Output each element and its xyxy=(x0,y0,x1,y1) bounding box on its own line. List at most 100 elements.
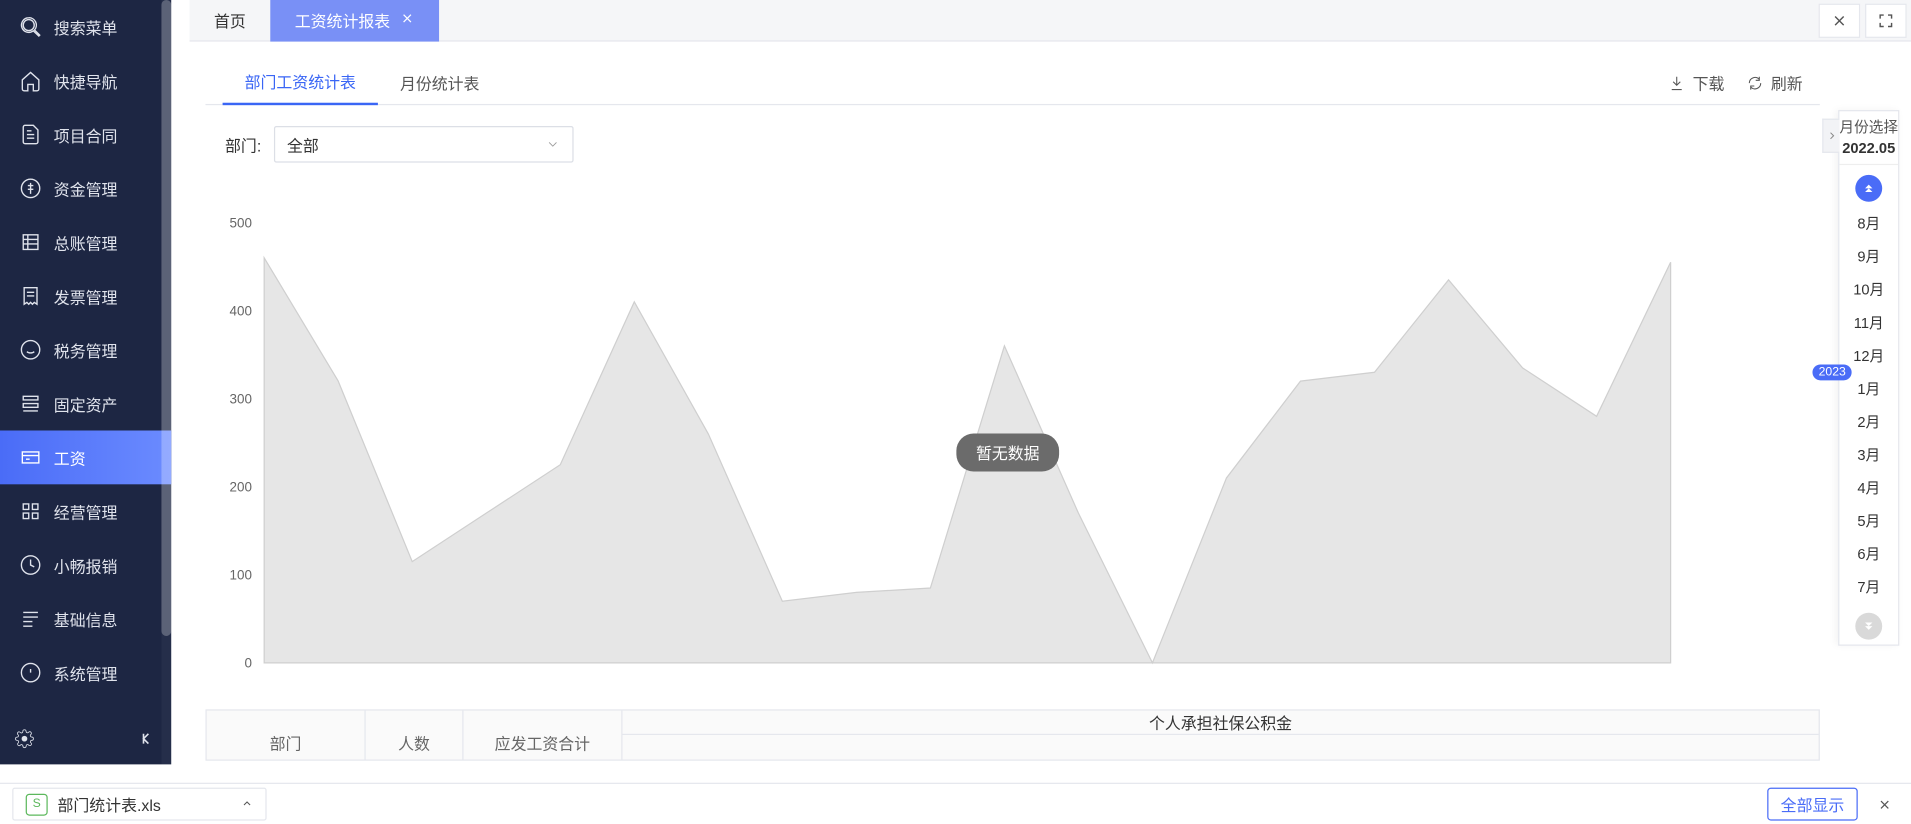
sidebar-item-0[interactable]: 搜索菜单 xyxy=(0,0,171,54)
download-bar: S 部门统计表.xls 全部显示 xyxy=(0,783,1911,824)
sidebar-bottom xyxy=(0,715,171,764)
sidebar-item-10[interactable]: 小畅报销 xyxy=(0,538,171,592)
sidebar-item-label: 小畅报销 xyxy=(54,553,118,576)
sidebar-item-label: 项目合同 xyxy=(54,123,118,146)
month-scroll-up[interactable] xyxy=(1855,175,1882,202)
month-option[interactable]: 9月 xyxy=(1839,240,1898,273)
show-all-label: 全部显示 xyxy=(1781,796,1845,814)
sidebar-item-label: 固定资产 xyxy=(54,392,118,415)
month-option[interactable]: 11月 xyxy=(1839,306,1898,339)
invoice-icon xyxy=(20,285,42,307)
month-option[interactable]: 2月 xyxy=(1839,405,1898,438)
month-scroll-down[interactable] xyxy=(1855,613,1882,640)
sidebar-item-12[interactable]: 系统管理 xyxy=(0,646,171,700)
salary-icon xyxy=(20,446,42,468)
sidebar-item-label: 税务管理 xyxy=(54,338,118,361)
subtab-dept-salary[interactable]: 部门工资统计表 xyxy=(223,61,378,105)
table-col: 部门 xyxy=(207,711,366,760)
salary-chart: 0100200300400500 暂无数据 xyxy=(205,196,1810,710)
asset-icon xyxy=(20,393,42,415)
tab-home[interactable]: 首页 xyxy=(190,0,271,41)
sidebar-item-label: 快捷导航 xyxy=(54,69,118,92)
sidebar-item-label: 总账管理 xyxy=(54,231,118,254)
tab-home-label: 首页 xyxy=(214,9,246,32)
svg-text:200: 200 xyxy=(230,480,252,495)
table-group-col: 个人承担社保公积金 xyxy=(623,711,1819,760)
month-option[interactable]: 8月 xyxy=(1839,207,1898,240)
sidebar-item-label: 发票管理 xyxy=(54,284,118,307)
download-button[interactable]: 下载 xyxy=(1668,71,1724,94)
table-col: 应发工资合计 xyxy=(464,711,623,760)
sidebar-item-7[interactable]: 固定资产 xyxy=(0,377,171,431)
table-group-title: 个人承担社保公积金 xyxy=(623,711,1819,735)
summary-table: 部门人数应发工资合计个人承担社保公积金 xyxy=(205,709,1819,760)
downloaded-file[interactable]: S 部门统计表.xls xyxy=(12,788,266,821)
no-data-badge: 暂无数据 xyxy=(956,434,1059,472)
sidebar-item-6[interactable]: 税务管理 xyxy=(0,323,171,377)
fullscreen-button[interactable] xyxy=(1865,3,1907,37)
info-icon xyxy=(20,608,42,630)
svg-text:500: 500 xyxy=(230,215,252,230)
xls-icon: S xyxy=(26,793,48,815)
close-download-bar[interactable] xyxy=(1870,797,1899,812)
close-all-button[interactable] xyxy=(1819,3,1861,37)
biz-icon xyxy=(20,500,42,522)
month-option[interactable]: 7月 xyxy=(1839,570,1898,603)
month-panel-current: 2022.05 xyxy=(1839,139,1898,165)
month-option[interactable]: 3月 xyxy=(1839,438,1898,471)
subtab-month-stats[interactable]: 月份统计表 xyxy=(378,61,502,105)
month-option[interactable]: 1月2023 xyxy=(1839,372,1898,405)
settings-icon[interactable] xyxy=(15,728,35,751)
sidebar-item-4[interactable]: 总账管理 xyxy=(0,215,171,269)
dept-select-value: 全部 xyxy=(287,133,319,156)
money-icon xyxy=(20,177,42,199)
sidebar: 搜索菜单快捷导航项目合同资金管理总账管理发票管理税务管理固定资产工资经营管理小畅… xyxy=(0,0,171,764)
sidebar-item-label: 搜索菜单 xyxy=(54,15,118,38)
ledger-icon xyxy=(20,231,42,253)
month-option[interactable]: 5月 xyxy=(1839,504,1898,537)
sidebar-item-5[interactable]: 发票管理 xyxy=(0,269,171,323)
home-icon xyxy=(20,70,42,92)
month-option[interactable]: 10月 xyxy=(1839,273,1898,306)
refresh-button[interactable]: 刷新 xyxy=(1746,71,1802,94)
month-option[interactable]: 4月 xyxy=(1839,471,1898,504)
chevron-up-icon xyxy=(241,795,253,813)
sidebar-item-2[interactable]: 项目合同 xyxy=(0,108,171,162)
sidebar-item-label: 工资 xyxy=(54,446,86,469)
collapse-sidebar-icon[interactable] xyxy=(137,728,157,751)
show-all-button[interactable]: 全部显示 xyxy=(1767,788,1858,821)
sidebar-item-label: 经营管理 xyxy=(54,500,118,523)
download-label: 下载 xyxy=(1693,71,1725,94)
svg-text:100: 100 xyxy=(230,568,252,583)
sidebar-item-11[interactable]: 基础信息 xyxy=(0,592,171,646)
top-tab-bar: 首页 工资统计报表 xyxy=(190,0,1911,42)
sidebar-item-9[interactable]: 经营管理 xyxy=(0,484,171,538)
doc-icon xyxy=(20,124,42,146)
close-tab-icon[interactable] xyxy=(400,11,415,29)
subtab-dept-salary-label: 部门工资统计表 xyxy=(245,70,356,93)
svg-text:0: 0 xyxy=(244,656,251,671)
sidebar-item-8[interactable]: 工资 xyxy=(0,430,171,484)
tax-icon xyxy=(20,339,42,361)
subtab-month-stats-label: 月份统计表 xyxy=(400,71,480,94)
downloaded-file-name: 部门统计表.xls xyxy=(57,793,160,816)
month-panel: 月份选择 2022.05 8月9月10月11月12月1月20232月3月4月5月… xyxy=(1838,110,1899,646)
sidebar-scroll-thumb[interactable] xyxy=(161,0,171,636)
tab-salary-report-label: 工资统计报表 xyxy=(295,9,390,32)
filter-bar: 部门: 全部 xyxy=(205,117,1819,171)
sidebar-scrollbar[interactable] xyxy=(161,0,171,764)
chevron-down-icon xyxy=(545,137,560,152)
no-data-text: 暂无数据 xyxy=(976,445,1040,463)
sidebar-item-label: 基础信息 xyxy=(54,607,118,630)
sidebar-item-3[interactable]: 资金管理 xyxy=(0,161,171,215)
sidebar-item-label: 资金管理 xyxy=(54,177,118,200)
sub-tab-bar: 部门工资统计表 月份统计表 下载 刷新 xyxy=(205,61,1819,105)
month-panel-collapse[interactable] xyxy=(1822,119,1839,153)
dept-select[interactable]: 全部 xyxy=(273,126,573,163)
month-option[interactable]: 6月 xyxy=(1839,537,1898,570)
dept-filter-label: 部门: xyxy=(225,133,261,156)
tab-salary-report[interactable]: 工资统计报表 xyxy=(270,0,439,41)
sidebar-item-1[interactable]: 快捷导航 xyxy=(0,54,171,108)
table-col: 人数 xyxy=(366,711,464,760)
refresh-label: 刷新 xyxy=(1771,71,1803,94)
